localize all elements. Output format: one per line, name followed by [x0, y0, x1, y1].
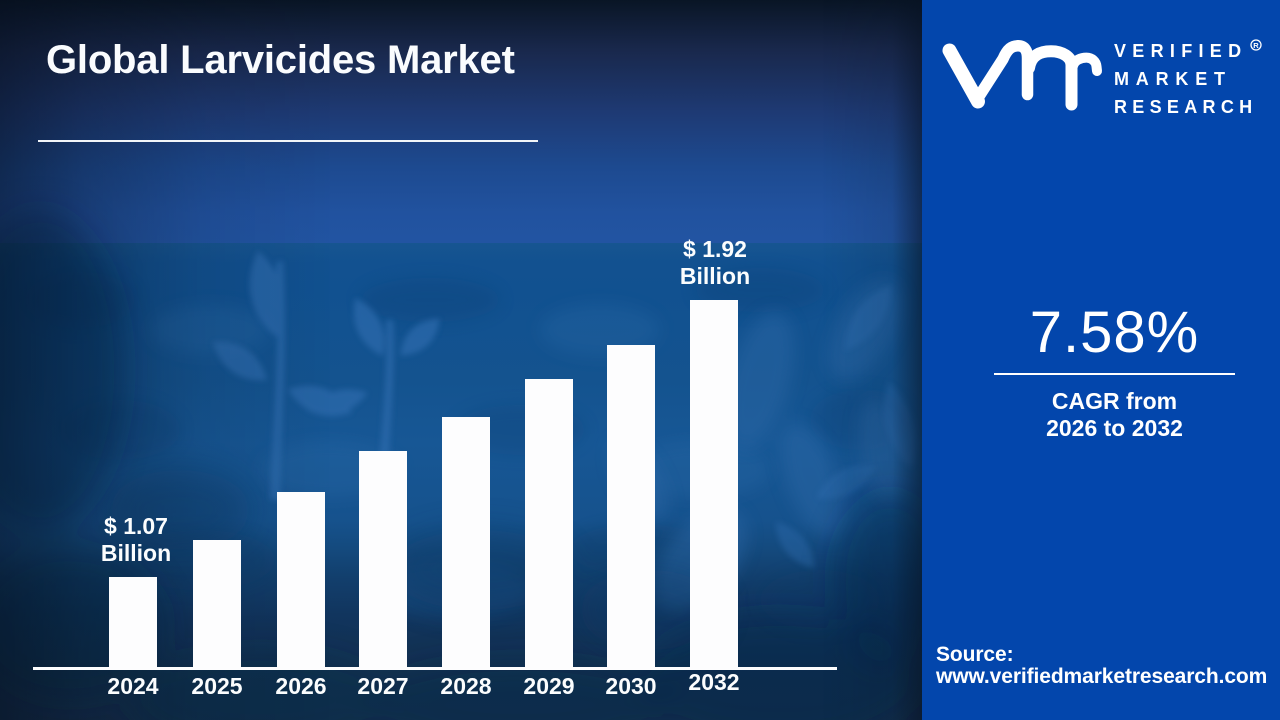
svg-text:R: R — [1253, 41, 1259, 50]
